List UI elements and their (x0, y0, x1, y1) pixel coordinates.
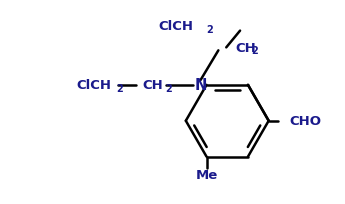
Text: N: N (195, 78, 207, 93)
Text: 2: 2 (165, 83, 172, 93)
Text: CH: CH (142, 79, 163, 92)
Text: ClCH: ClCH (77, 79, 112, 92)
Text: 2: 2 (116, 83, 122, 93)
Text: Me: Me (195, 168, 218, 181)
Text: 2: 2 (251, 46, 258, 56)
Text: ClCH: ClCH (159, 20, 194, 33)
Text: 2: 2 (207, 24, 213, 34)
Text: CH: CH (235, 42, 256, 55)
Text: CHO: CHO (289, 115, 322, 128)
